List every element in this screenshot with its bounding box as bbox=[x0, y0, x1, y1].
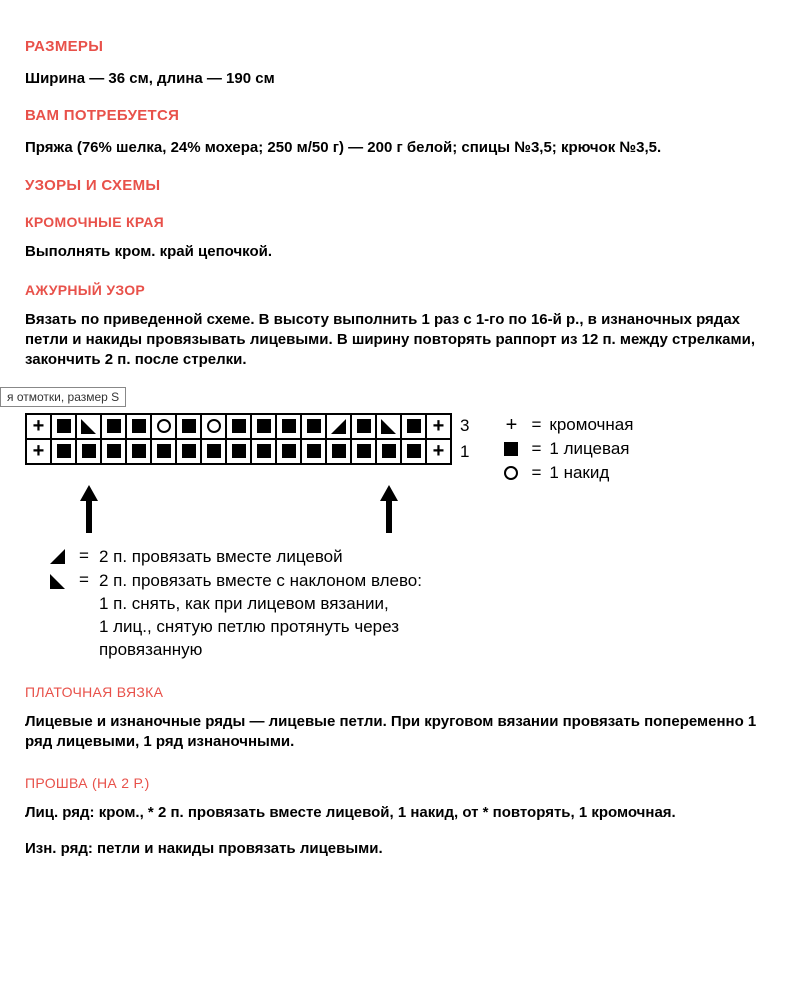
legend-bottom-row: =2 п. провязать вместе лицевой bbox=[45, 546, 775, 569]
knitting-chart: ++++ 31 +=кромочная=1 лицевая=1 накид =2… bbox=[25, 413, 775, 663]
chart-cell: + bbox=[26, 439, 51, 464]
chart-cell bbox=[201, 414, 226, 439]
heading-seam: ПРОШВА (НА 2 Р.) bbox=[25, 775, 775, 791]
chart-cell bbox=[176, 414, 201, 439]
chart-cell bbox=[126, 414, 151, 439]
chart-cell bbox=[276, 439, 301, 464]
row-number: 1 bbox=[460, 439, 469, 465]
chart-grid: ++++ bbox=[25, 413, 452, 465]
heading-garter: ПЛАТОЧНАЯ ВЯЗКА bbox=[25, 684, 775, 700]
chart-arrows bbox=[25, 485, 775, 540]
heading-needs: ВАМ ПОТРЕБУЕТСЯ bbox=[25, 107, 775, 124]
repeat-arrow-icon bbox=[378, 485, 400, 533]
text-sizes: Ширина — 36 см, длина — 190 см bbox=[25, 69, 775, 89]
chart-cell bbox=[226, 439, 251, 464]
chart-cell bbox=[351, 414, 376, 439]
chart-cell bbox=[326, 439, 351, 464]
tooltip-hover: я отмотки, размер S bbox=[0, 387, 126, 407]
heading-patterns: УЗОРЫ И СХЕМЫ bbox=[25, 177, 775, 194]
legend-right-row: =1 накид bbox=[499, 461, 633, 485]
text-seam-2: Изн. ряд: петли и накиды провязать лицев… bbox=[25, 839, 775, 859]
chart-cell bbox=[276, 414, 301, 439]
text-needs: Пряжа (76% шелка, 24% мохера; 250 м/50 г… bbox=[25, 138, 775, 158]
legend-right-row: +=кромочная bbox=[499, 413, 633, 437]
chart-cell bbox=[376, 439, 401, 464]
text-edge: Выполнять кром. край цепочкой. bbox=[25, 242, 775, 262]
chart-cell bbox=[126, 439, 151, 464]
heading-edge: КРОМОЧНЫЕ КРАЯ bbox=[25, 214, 775, 230]
chart-cell bbox=[226, 414, 251, 439]
repeat-arrow-icon bbox=[78, 485, 100, 533]
legend-right: +=кромочная=1 лицевая=1 накид bbox=[499, 413, 633, 485]
chart-cell bbox=[301, 414, 326, 439]
chart-cell bbox=[376, 414, 401, 439]
chart-cell bbox=[251, 439, 276, 464]
chart-cell: + bbox=[26, 414, 51, 439]
legend-right-row: =1 лицевая bbox=[499, 437, 633, 461]
chart-cell bbox=[351, 439, 376, 464]
legend-bottom: =2 п. провязать вместе лицевой=2 п. пров… bbox=[45, 546, 775, 663]
chart-cell bbox=[301, 439, 326, 464]
chart-cell: + bbox=[426, 439, 451, 464]
chart-cell bbox=[101, 414, 126, 439]
chart-cell bbox=[326, 414, 351, 439]
chart-cell bbox=[251, 414, 276, 439]
chart-cell bbox=[51, 439, 76, 464]
chart-cell bbox=[401, 414, 426, 439]
chart-cell bbox=[151, 439, 176, 464]
chart-cell bbox=[176, 439, 201, 464]
chart-cell bbox=[101, 439, 126, 464]
chart-cell bbox=[51, 414, 76, 439]
chart-cell: + bbox=[426, 414, 451, 439]
row-number: 3 bbox=[460, 413, 469, 439]
text-seam-1: Лиц. ряд: кром., * 2 п. провязать вместе… bbox=[25, 803, 775, 823]
chart-cell bbox=[151, 414, 176, 439]
text-garter: Лицевые и изнаночные ряды — лицевые петл… bbox=[25, 712, 775, 753]
chart-cell bbox=[76, 414, 101, 439]
chart-cell bbox=[76, 439, 101, 464]
heading-lace: АЖУРНЫЙ УЗОР bbox=[25, 282, 775, 298]
chart-cell bbox=[401, 439, 426, 464]
text-lace: Вязать по приведенной схеме. В высоту вы… bbox=[25, 310, 775, 371]
heading-sizes: РАЗМЕРЫ bbox=[25, 38, 775, 55]
chart-row-numbers: 31 bbox=[460, 413, 469, 465]
legend-bottom-row: =2 п. провязать вместе с наклоном влево:… bbox=[45, 570, 775, 662]
chart-cell bbox=[201, 439, 226, 464]
